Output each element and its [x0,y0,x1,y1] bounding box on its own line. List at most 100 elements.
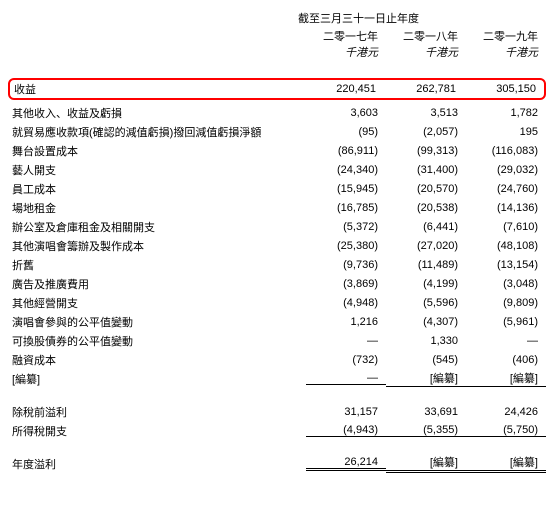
val-convfv-1: — [306,335,386,347]
val-ac-3: (29,032) [466,164,546,176]
val-oo-2: (5,596) [386,297,466,309]
val-sc-2: (99,313) [386,145,466,157]
val-tr-3: 195 [466,126,546,138]
unit-3: 千港元 [466,44,546,60]
val-r1-2: [編纂] [386,370,466,387]
val-fc-2: (545) [386,354,466,366]
label-office: 辦公室及倉庫租金及相關開支 [8,219,306,235]
val-ad-2: (4,199) [386,278,466,290]
val-sc-3: (116,083) [466,145,546,157]
row-convert-fv: 可換股債券的公平值變動 — 1,330 — [8,331,546,350]
val-revenue-1: 220,451 [304,83,384,95]
row-tax: 所得稅開支 (4,943) (5,355) (5,750) [8,421,546,440]
label-ad: 廣告及推廣費用 [8,276,306,292]
row-revenue: 收益 220,451 262,781 305,150 [8,78,546,100]
row-redacted1: [編纂] — [編纂] [編纂] [8,369,546,388]
row-dep: 折舊 (9,736) (11,489) (13,154) [8,255,546,274]
label-revenue: 收益 [10,81,304,97]
val-st-1: (15,945) [306,183,386,195]
val-pbt-1: 31,157 [306,406,386,418]
row-artist: 藝人開支 (24,340) (31,400) (29,032) [8,160,546,179]
label-staff: 員工成本 [8,181,306,197]
val-st-2: (20,570) [386,183,466,195]
val-or-2: (6,441) [386,221,466,233]
val-pbt-2: 33,691 [386,406,466,418]
col-2017: 二零一七年 [306,28,386,44]
val-oc-3: (48,108) [466,240,546,252]
val-pf-3: [編纂] [466,454,546,473]
val-convfv-3: — [466,335,546,347]
row-other-income: 其他收入、收益及虧損 3,603 3,513 1,782 [8,103,546,122]
val-convfv-2: 1,330 [386,335,466,347]
val-sc-1: (86,911) [306,145,386,157]
col-2018: 二零一八年 [386,28,466,44]
col-2019: 二零一九年 [466,28,546,44]
val-or-3: (7,610) [466,221,546,233]
val-ac-2: (31,400) [386,164,466,176]
row-staff: 員工成本 (15,945) (20,570) (24,760) [8,179,546,198]
row-finance: 融資成本 (732) (545) (406) [8,350,546,369]
label-profit: 年度溢利 [8,456,306,472]
val-revenue-2: 262,781 [384,83,464,95]
label-stage: 舞台設置成本 [8,143,306,159]
label-other-income: 其他收入、收益及虧損 [8,105,306,121]
val-oc-2: (27,020) [386,240,466,252]
val-tax-3: (5,750) [466,424,546,437]
label-other-concert: 其他演唱會籌辦及製作成本 [8,238,306,254]
row-profit: 年度溢利 26,214 [編纂] [編纂] [8,454,546,473]
row-office: 辦公室及倉庫租金及相關開支 (5,372) (6,441) (7,610) [8,217,546,236]
label-pbt: 除稅前溢利 [8,404,306,420]
row-trade-recv: 就貿易應收款項(確認的減值虧損)撥回減值虧損淨額 (95) (2,057) 19… [8,122,546,141]
val-tr-2: (2,057) [386,126,466,138]
val-or-1: (5,372) [306,221,386,233]
val-oi-2: 3,513 [386,107,466,119]
label-red1: [編纂] [8,371,306,387]
label-tax: 所得稅開支 [8,423,306,439]
val-dp-2: (11,489) [386,259,466,271]
val-cfv-3: (5,961) [466,316,546,328]
label-dep: 折舊 [8,257,306,273]
period-title: 截至三月三十一日止年度 [8,10,546,26]
val-oc-1: (25,380) [306,240,386,252]
val-vr-3: (14,136) [466,202,546,214]
val-vr-2: (20,538) [386,202,466,214]
label-other-op: 其他經營開支 [8,295,306,311]
label-cfv: 演唱會參與的公平值變動 [8,314,306,330]
val-fc-3: (406) [466,354,546,366]
val-ac-1: (24,340) [306,164,386,176]
year-headers: 二零一七年 二零一八年 二零一九年 [8,28,546,44]
val-oo-1: (4,948) [306,297,386,309]
label-convfv: 可換股債券的公平值變動 [8,333,306,349]
val-dp-3: (13,154) [466,259,546,271]
val-revenue-3: 305,150 [464,83,544,95]
label-venue: 場地租金 [8,200,306,216]
val-oi-1: 3,603 [306,107,386,119]
val-pf-1: 26,214 [306,456,386,471]
val-dp-1: (9,736) [306,259,386,271]
row-other-op: 其他經營開支 (4,948) (5,596) (9,809) [8,293,546,312]
val-vr-1: (16,785) [306,202,386,214]
val-oi-3: 1,782 [466,107,546,119]
row-other-concert: 其他演唱會籌辦及製作成本 (25,380) (27,020) (48,108) [8,236,546,255]
row-pbt: 除稅前溢利 31,157 33,691 24,426 [8,402,546,421]
label-artist: 藝人開支 [8,162,306,178]
val-tr-1: (95) [306,126,386,138]
val-cfv-2: (4,307) [386,316,466,328]
val-tax-2: (5,355) [386,424,466,437]
row-stage-cost: 舞台設置成本 (86,911) (99,313) (116,083) [8,141,546,160]
val-pbt-3: 24,426 [466,406,546,418]
val-r1-1: — [306,372,386,385]
label-finance: 融資成本 [8,352,306,368]
val-cfv-1: 1,216 [306,316,386,328]
unit-2: 千港元 [386,44,466,60]
val-r1-3: [編纂] [466,370,546,387]
row-concert-fv: 演唱會參與的公平值變動 1,216 (4,307) (5,961) [8,312,546,331]
val-ad-1: (3,869) [306,278,386,290]
val-ad-3: (3,048) [466,278,546,290]
unit-row: 千港元 千港元 千港元 [8,44,546,60]
val-pf-2: [編纂] [386,454,466,473]
row-ad: 廣告及推廣費用 (3,869) (4,199) (3,048) [8,274,546,293]
val-st-3: (24,760) [466,183,546,195]
unit-1: 千港元 [306,44,386,60]
row-venue: 場地租金 (16,785) (20,538) (14,136) [8,198,546,217]
